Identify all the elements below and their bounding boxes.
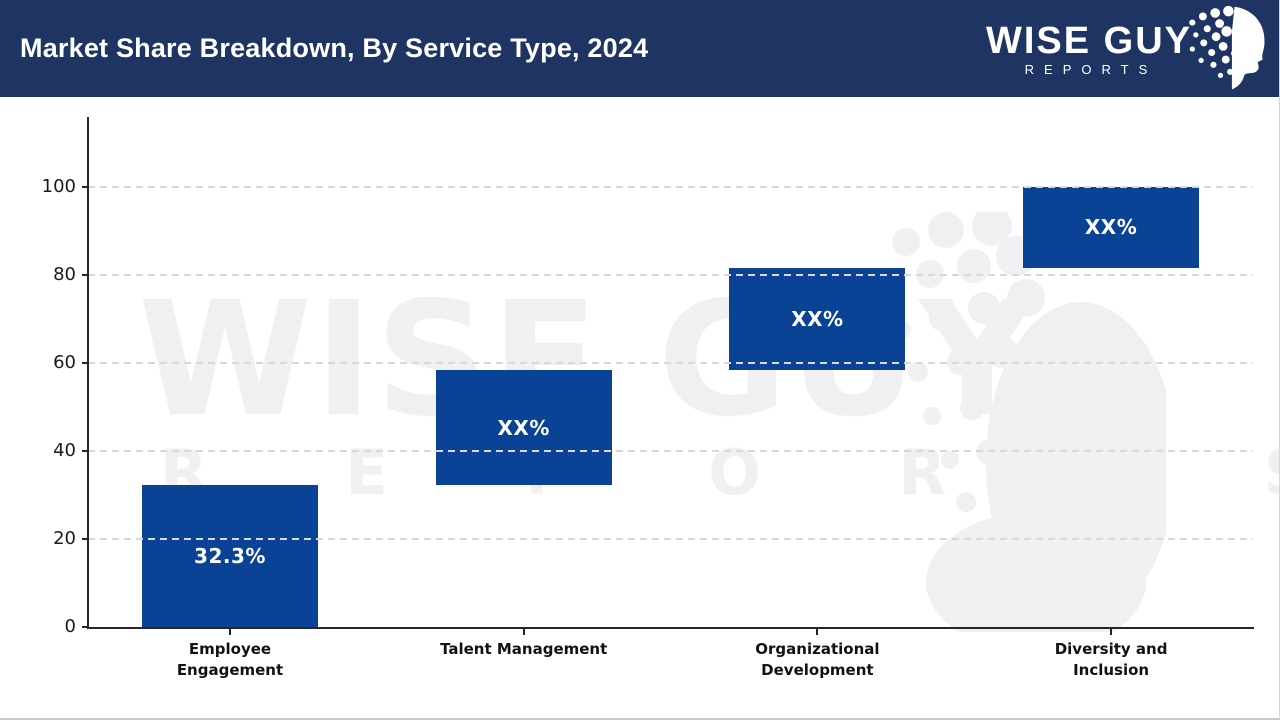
y-axis-line (87, 117, 89, 629)
gridline-y80 (88, 274, 1253, 276)
category-label-line: Diversity and (1054, 640, 1168, 658)
bar-value-label-1: XX% (497, 415, 550, 440)
category-label-line: Inclusion (1073, 661, 1150, 679)
bar-value-label-0: 32.3% (194, 543, 266, 568)
x-axis-category-label-2: Organizational Development (687, 639, 947, 681)
y-axis-tick-40 (82, 450, 88, 452)
bar-value-label-3: XX% (1084, 215, 1138, 240)
y-axis-tick-60 (82, 362, 88, 364)
category-label-line: Talent Management (440, 640, 608, 658)
category-label-line: Engagement (176, 661, 284, 679)
y-axis-tick-20 (82, 538, 88, 540)
gridline-y40 (88, 450, 1253, 452)
gridline-y60 (88, 362, 1253, 364)
x-axis-tick-3 (1110, 629, 1113, 635)
bar-3: XX% (1023, 187, 1200, 268)
brand-name: WISE GUY (985, 19, 1192, 62)
bar-2: XX% (729, 267, 906, 371)
x-axis-category-label-1: Talent Management (394, 639, 654, 660)
face-profile-dots-icon (1189, 5, 1265, 89)
y-axis-tick-80 (82, 274, 88, 276)
x-axis-tick-2 (816, 629, 819, 635)
y-axis-label-60: 60 (53, 352, 76, 373)
x-axis-tick-0 (229, 629, 231, 635)
category-label-line: Employee (188, 640, 272, 658)
x-axis-tick-1 (522, 629, 525, 635)
chart-plot-area: 0 20 40 60 80 100 32.3% Employee Engagement XX% Ta… (0, 97, 1279, 718)
x-axis-line (87, 627, 1254, 629)
y-axis-tick-100 (82, 186, 88, 188)
gridline-y100 (88, 186, 1253, 188)
y-axis-label-40: 40 (53, 440, 76, 461)
page-title: Market Share Breakdown, By Service Type,… (20, 33, 649, 63)
x-axis-category-label-0: Employee Engagement (100, 639, 360, 681)
y-axis-label-20: 20 (53, 528, 76, 549)
category-label-line: Organizational (755, 640, 880, 658)
gridline-y20 (88, 538, 1253, 540)
y-axis-label-0: 0 (64, 616, 76, 637)
brand-logo-text: WISE GUY REPORTS (986, 21, 1192, 77)
bar-value-label-2: XX% (791, 306, 844, 331)
y-axis-label-80: 80 (53, 264, 76, 285)
bar-0: 32.3% (142, 484, 318, 627)
y-axis-label-100: 100 (41, 176, 76, 197)
brand-logo: WISE GUY REPORTS (986, 5, 1279, 93)
x-axis-category-label-3: Diversity and Inclusion (981, 639, 1241, 681)
brand-subname: REPORTS (1024, 61, 1158, 77)
header-band: Market Share Breakdown, By Service Type,… (0, 0, 1279, 97)
bar-1: XX% (435, 370, 612, 485)
category-label-line: Development (761, 661, 874, 679)
y-axis-tick-0 (82, 626, 88, 628)
